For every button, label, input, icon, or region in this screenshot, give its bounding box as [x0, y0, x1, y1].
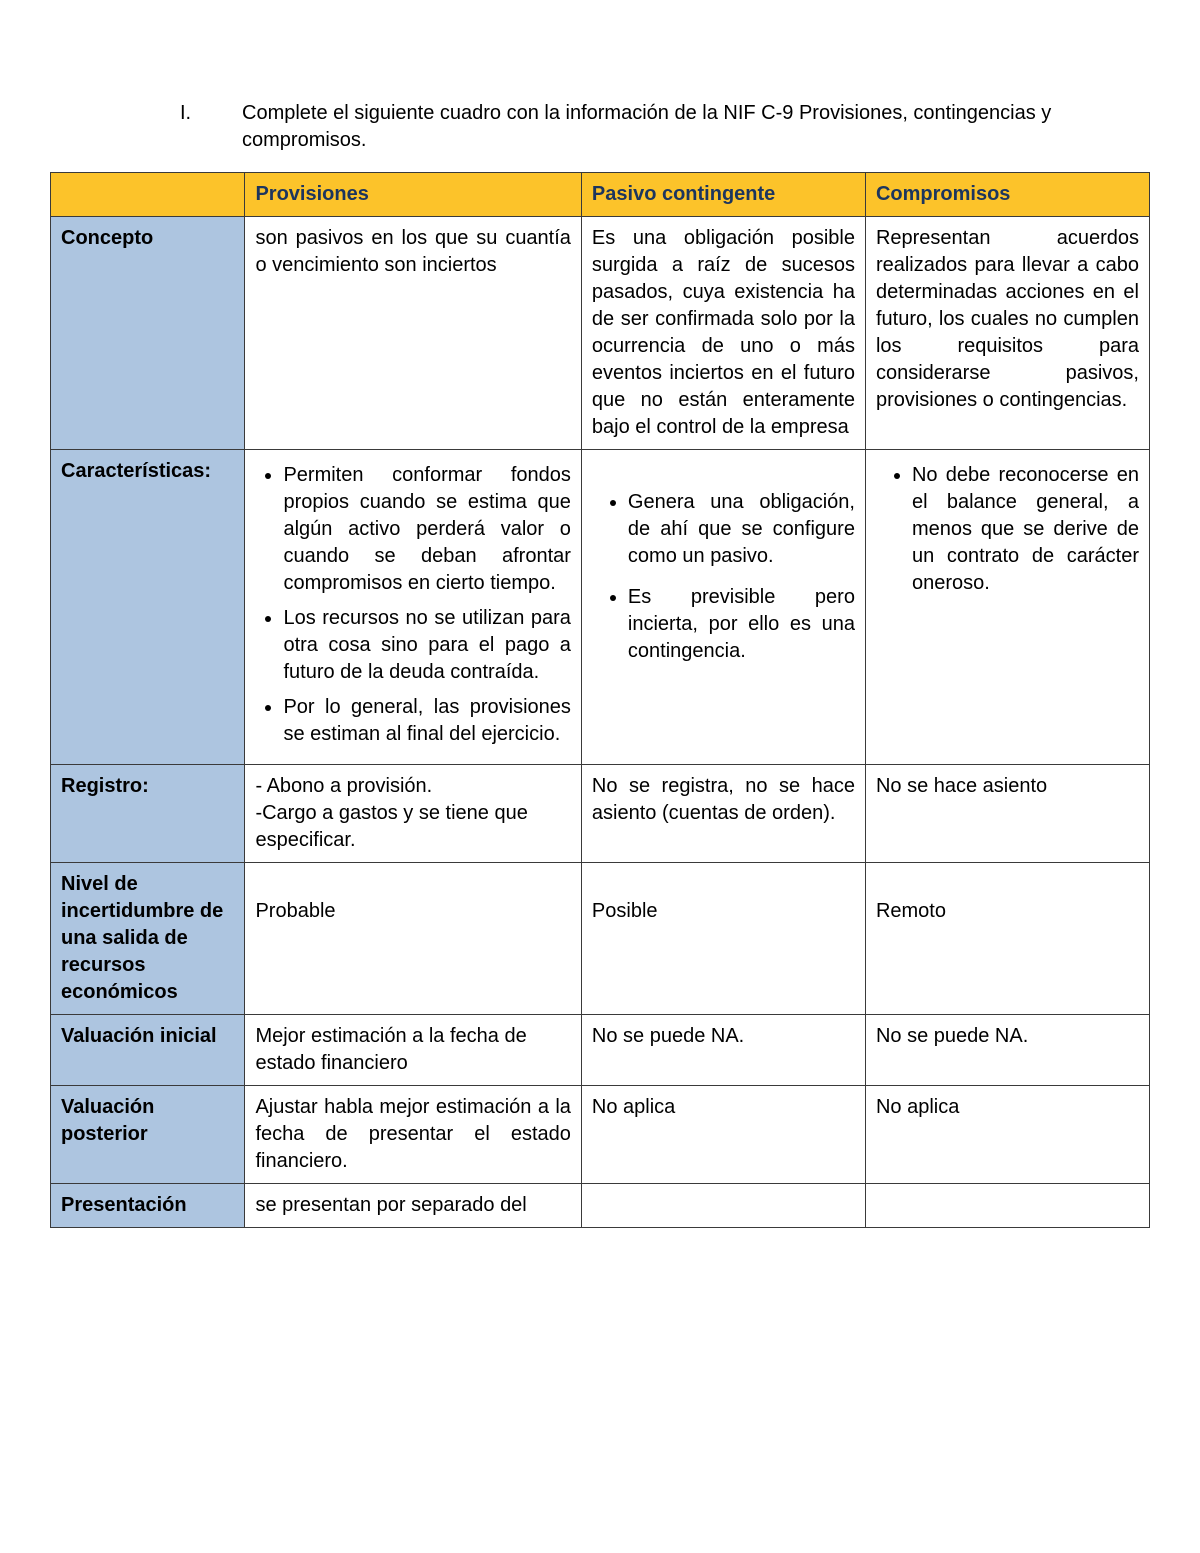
text-line: - Abono a provisión.	[255, 773, 570, 800]
cell-pres-compromisos	[865, 1184, 1149, 1228]
instruction-text: Complete el siguiente cuadro con la info…	[242, 100, 1150, 154]
list-item: Los recursos no se utilizan para otra co…	[283, 605, 570, 686]
rowlabel-presentacion: Presentación	[51, 1184, 245, 1228]
list-item: Genera una obligación, de ahí que se con…	[628, 489, 855, 570]
text: Probable	[255, 900, 335, 922]
text: Remoto	[876, 900, 946, 922]
instruction-number: I.	[180, 100, 242, 154]
cell-valini-compromisos: No se puede NA.	[865, 1015, 1149, 1086]
header-pasivo: Pasivo contingente	[581, 173, 865, 217]
rowlabel-val-inicial: Valuación inicial	[51, 1015, 245, 1086]
list-item: Por lo general, las provisiones se estim…	[283, 694, 570, 748]
cell-caract-pasivo: Genera una obligación, de ahí que se con…	[581, 450, 865, 765]
table-header-row: Provisiones Pasivo contingente Compromis…	[51, 173, 1150, 217]
rowlabel-val-posterior: Valuación posterior	[51, 1086, 245, 1184]
cell-valpost-compromisos: No aplica	[865, 1086, 1149, 1184]
cell-pres-provisiones: se presentan por separado del	[245, 1184, 581, 1228]
header-empty	[51, 173, 245, 217]
rowlabel-registro: Registro:	[51, 765, 245, 863]
table-row: Características: Permiten conformar fond…	[51, 450, 1150, 765]
table-row: Nivel de incertidumbre de una salida de …	[51, 863, 1150, 1015]
list-item: No debe reconocerse en el balance genera…	[912, 462, 1139, 597]
list-item: Es previsible pero incierta, por ello es…	[628, 584, 855, 665]
cell-valini-pasivo: No se puede NA.	[581, 1015, 865, 1086]
cell-valpost-provisiones: Ajustar habla mejor estimación a la fech…	[245, 1086, 581, 1184]
table-row: Presentación se presentan por separado d…	[51, 1184, 1150, 1228]
cell-registro-pasivo: No se registra, no se hace asiento (cuen…	[581, 765, 865, 863]
cell-pres-pasivo	[581, 1184, 865, 1228]
main-table: Provisiones Pasivo contingente Compromis…	[50, 172, 1150, 1228]
cell-caract-provisiones: Permiten conformar fondos propios cuando…	[245, 450, 581, 765]
list-item: Permiten conformar fondos propios cuando…	[283, 462, 570, 597]
rowlabel-concepto: Concepto	[51, 217, 245, 450]
cell-nivel-provisiones: Probable	[245, 863, 581, 1015]
text: No se puede NA.	[592, 1025, 744, 1047]
text: Posible	[592, 900, 658, 922]
table-row: Valuación inicial Mejor estimación a la …	[51, 1015, 1150, 1086]
header-compromisos: Compromisos	[865, 173, 1149, 217]
rowlabel-nivel: Nivel de incertidumbre de una salida de …	[51, 863, 245, 1015]
cell-registro-provisiones: - Abono a provisión. -Cargo a gastos y s…	[245, 765, 581, 863]
cell-caract-compromisos: No debe reconocerse en el balance genera…	[865, 450, 1149, 765]
cell-valpost-pasivo: No aplica	[581, 1086, 865, 1184]
cell-concepto-pasivo: Es una obligación posible surgida a raíz…	[581, 217, 865, 450]
rowlabel-caracteristicas: Características:	[51, 450, 245, 765]
text-line: -Cargo a gastos y se tiene que especific…	[255, 800, 570, 854]
cell-valini-provisiones: Mejor estimación a la fecha de estado fi…	[245, 1015, 581, 1086]
table-row: Concepto son pasivos en los que su cuant…	[51, 217, 1150, 450]
table-row: Valuación posterior Ajustar habla mejor …	[51, 1086, 1150, 1184]
cell-concepto-compromisos: Representan acuerdos realizados para lle…	[865, 217, 1149, 450]
page: I. Complete el siguiente cuadro con la i…	[0, 0, 1200, 1278]
cell-nivel-compromisos: Remoto	[865, 863, 1149, 1015]
table-row: Registro: - Abono a provisión. -Cargo a …	[51, 765, 1150, 863]
cell-concepto-provisiones: son pasivos en los que su cuantía o venc…	[245, 217, 581, 450]
instruction-line: I. Complete el siguiente cuadro con la i…	[180, 100, 1150, 154]
cell-nivel-pasivo: Posible	[581, 863, 865, 1015]
cell-registro-compromisos: No se hace asiento	[865, 765, 1149, 863]
header-provisiones: Provisiones	[245, 173, 581, 217]
